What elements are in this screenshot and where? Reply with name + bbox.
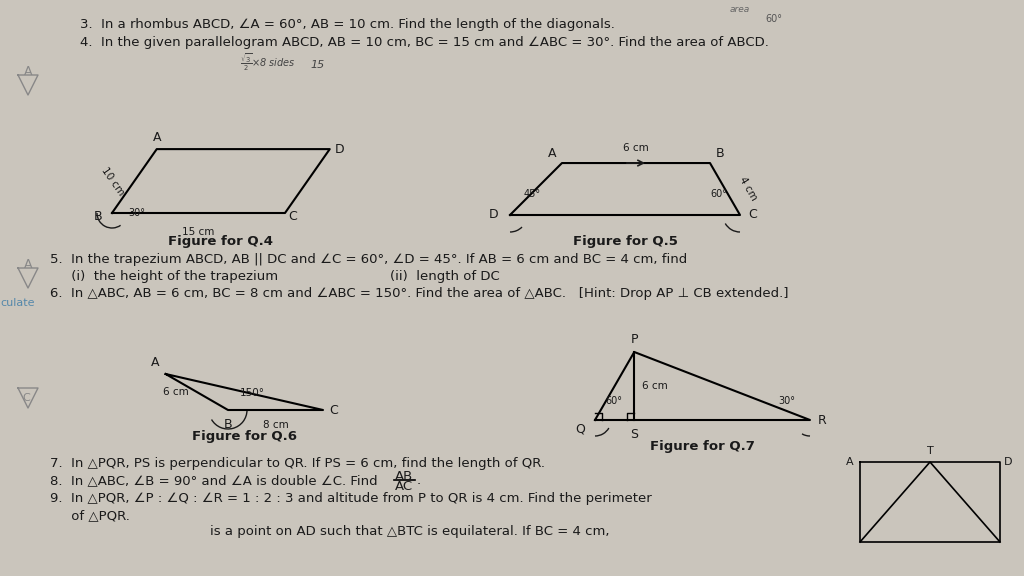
Text: 8 cm: 8 cm (262, 420, 289, 430)
Text: C: C (22, 393, 30, 403)
Text: 15: 15 (310, 60, 325, 70)
Text: 6.  In △ABC, AB = 6 cm, BC = 8 cm and ∠ABC = 150°. Find the area of △ABC.   [Hin: 6. In △ABC, AB = 6 cm, BC = 8 cm and ∠AB… (50, 287, 788, 300)
Text: 7.  In △PQR, PS is perpendicular to QR. If PS = 6 cm, find the length of QR.: 7. In △PQR, PS is perpendicular to QR. I… (50, 457, 545, 470)
Text: (i)  the height of the trapezium: (i) the height of the trapezium (50, 270, 279, 283)
Text: 60°: 60° (710, 189, 727, 199)
Text: B: B (716, 147, 725, 160)
Text: Figure for Q.7: Figure for Q.7 (650, 440, 755, 453)
Text: (ii)  length of DC: (ii) length of DC (390, 270, 500, 283)
Text: 5.  In the trapezium ABCD, AB || DC and ∠C = 60°, ∠D = 45°. If AB = 6 cm and BC : 5. In the trapezium ABCD, AB || DC and ∠… (50, 253, 687, 266)
Text: 6 cm: 6 cm (624, 143, 649, 153)
Text: Figure for Q.6: Figure for Q.6 (191, 430, 297, 443)
Text: A: A (24, 65, 32, 78)
Text: B: B (93, 210, 102, 222)
Text: A: A (152, 356, 160, 369)
Text: B: B (223, 418, 232, 431)
Text: AC: AC (395, 480, 413, 493)
Text: S: S (630, 428, 638, 441)
Text: 30°: 30° (128, 208, 145, 218)
Text: A: A (548, 147, 556, 160)
Text: Figure for Q.4: Figure for Q.4 (168, 235, 273, 248)
Text: .: . (417, 474, 421, 487)
Text: is a point on AD such that △BTC is equilateral. If BC = 4 cm,: is a point on AD such that △BTC is equil… (210, 525, 609, 538)
Text: 60°: 60° (605, 396, 622, 406)
Text: D: D (1004, 457, 1013, 467)
Text: D: D (335, 143, 344, 156)
Text: 6 cm: 6 cm (642, 381, 668, 391)
Text: of △PQR.: of △PQR. (50, 509, 130, 522)
Text: Figure for Q.5: Figure for Q.5 (572, 235, 678, 248)
Text: A: A (847, 457, 854, 467)
Text: T: T (927, 446, 933, 456)
Text: P: P (631, 333, 638, 346)
Text: Q: Q (575, 422, 585, 435)
Text: 9.  In △PQR, ∠P : ∠Q : ∠R = 1 : 2 : 3 and altitude from P to QR is 4 cm. Find th: 9. In △PQR, ∠P : ∠Q : ∠R = 1 : 2 : 3 and… (50, 492, 651, 505)
Text: 150°: 150° (240, 388, 265, 398)
Text: 15 cm: 15 cm (182, 227, 215, 237)
Text: 6 cm: 6 cm (163, 387, 188, 397)
Text: $\frac{\sqrt{3}}{2}$×8 sides: $\frac{\sqrt{3}}{2}$×8 sides (240, 52, 296, 74)
Text: 3.  In a rhombus ABCD, ∠A = 60°, AB = 10 cm. Find the length of the diagonals.: 3. In a rhombus ABCD, ∠A = 60°, AB = 10 … (80, 18, 614, 31)
Text: D: D (488, 209, 498, 222)
Text: AB: AB (395, 470, 414, 483)
Text: culate: culate (0, 298, 35, 308)
Text: A: A (153, 131, 161, 144)
Text: 45°: 45° (524, 189, 541, 199)
Text: 8.  In △ABC, ∠B = 90° and ∠A is double ∠C. Find: 8. In △ABC, ∠B = 90° and ∠A is double ∠C… (50, 474, 378, 487)
Text: C: C (329, 404, 338, 416)
Text: 4.  In the given parallelogram ABCD, AB = 10 cm, BC = 15 cm and ∠ABC = 30°. Find: 4. In the given parallelogram ABCD, AB =… (80, 36, 769, 49)
Text: C: C (748, 209, 757, 222)
Text: 60°: 60° (765, 14, 782, 24)
Text: area: area (730, 5, 751, 14)
Text: A: A (24, 258, 32, 271)
Text: 4 cm: 4 cm (737, 175, 759, 203)
Text: C: C (288, 210, 297, 222)
Text: 10 cm: 10 cm (99, 165, 126, 197)
Text: R: R (818, 414, 826, 426)
Text: 30°: 30° (778, 396, 795, 406)
